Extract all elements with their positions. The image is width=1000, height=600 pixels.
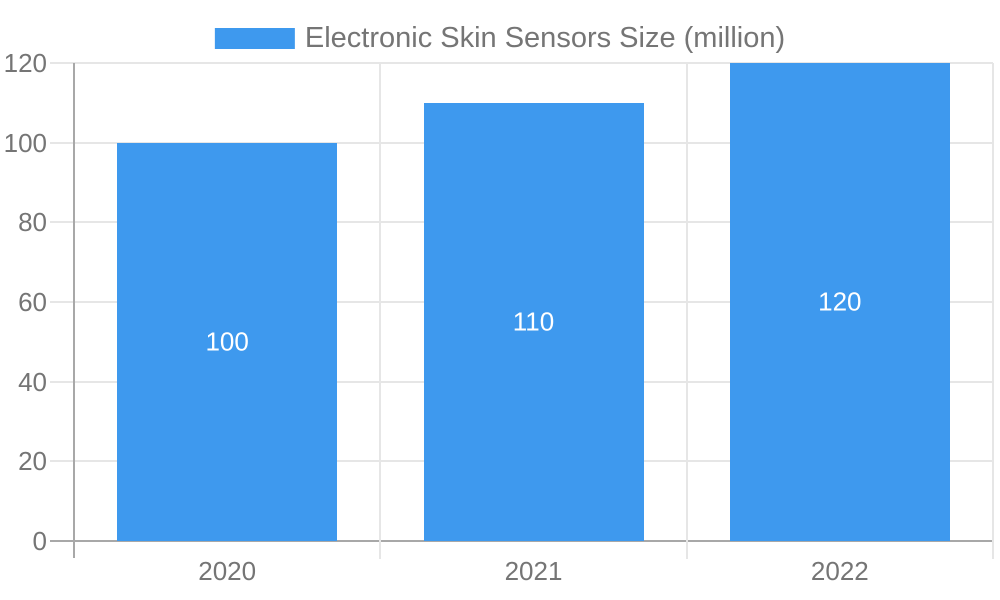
bar-2020[interactable] xyxy=(117,142,338,541)
bar-value-label: 110 xyxy=(512,306,555,337)
y-axis-line xyxy=(73,63,75,558)
x-axis-baseline xyxy=(50,540,993,542)
x-axis-tick-label: 2021 xyxy=(504,556,563,586)
x-gridline xyxy=(379,63,382,559)
y-axis-tick-label: 20 xyxy=(18,446,47,477)
legend-label: Electronic Skin Sensors Size (million) xyxy=(304,22,786,54)
bar-2021[interactable] xyxy=(423,102,644,541)
x-axis-tick-label: 2022 xyxy=(810,556,869,586)
x-gridline xyxy=(685,63,688,559)
y-axis-tick-label: 80 xyxy=(18,207,47,238)
y-axis-tick-label: 120 xyxy=(3,48,47,78)
y-gridline xyxy=(50,62,993,64)
bar-value-label: 100 xyxy=(205,326,249,357)
y-axis-tick-label: 60 xyxy=(18,287,47,317)
bar-2022[interactable] xyxy=(729,63,950,541)
bar-value-label: 120 xyxy=(818,286,862,317)
y-axis-tick-label: 100 xyxy=(3,127,47,158)
legend-swatch xyxy=(214,28,295,49)
y-axis-tick-label: 40 xyxy=(18,366,47,397)
y-axis-tick-label: 0 xyxy=(32,526,47,556)
chart-legend[interactable]: Electronic Skin Sensors Size (million) xyxy=(214,22,786,55)
x-axis-tick-label: 2020 xyxy=(198,556,257,586)
x-gridline xyxy=(992,63,994,559)
